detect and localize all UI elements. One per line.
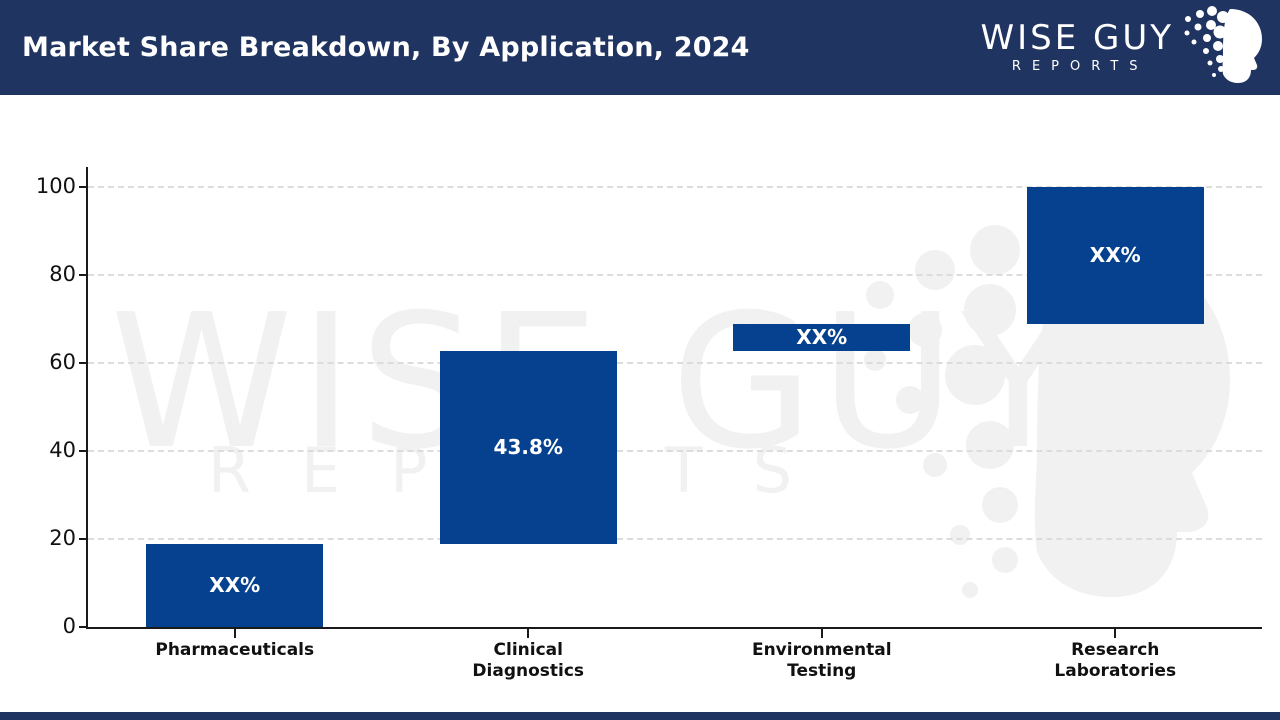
x-tick-mark [527, 629, 530, 638]
bar-segment: 43.8% [439, 351, 617, 544]
footer-band [0, 712, 1280, 720]
y-tick-mark [79, 362, 87, 364]
y-tick-label: 80 [49, 262, 76, 286]
gridline [88, 538, 1262, 540]
y-tick-label: 20 [49, 526, 76, 550]
gridline [88, 274, 1262, 276]
logo-wordmark: WISE GUY [980, 18, 1174, 58]
logo-head-dots-icon [1184, 5, 1262, 83]
watermark-head-dots-icon [864, 225, 1230, 598]
x-axis-line [86, 627, 1262, 629]
y-tick-label: 0 [62, 614, 76, 638]
y-tick-label: 60 [49, 350, 76, 374]
y-tick-mark [79, 538, 87, 540]
bar-segment: XX% [1026, 187, 1204, 324]
bar-value-label: 43.8% [493, 435, 563, 460]
category-label: Environmental Testing [751, 640, 892, 682]
y-tick-label: 40 [49, 438, 76, 462]
logo-text: WISE GUY REPORTS [980, 21, 1174, 74]
y-tick-mark [79, 186, 87, 188]
wise-guy-logo: WISE GUY REPORTS [980, 5, 1280, 91]
bar-segment: XX% [146, 543, 324, 627]
category-label: Research Laboratories [1054, 640, 1177, 682]
bar-value-label: XX% [796, 325, 848, 350]
header-band: Market Share Breakdown, By Application, … [0, 0, 1280, 95]
bar-segment: XX% [733, 323, 911, 352]
x-tick-mark [1114, 629, 1117, 638]
bar-value-label: XX% [209, 573, 261, 598]
x-tick-mark [233, 629, 236, 638]
plot-area: WISE GUY REPORTS 020406080100XX%Pharmace… [0, 95, 1280, 712]
y-axis-line [86, 167, 88, 629]
category-label: Clinical Diagnostics [472, 640, 585, 682]
y-tick-mark [79, 626, 87, 628]
chart-title: Market Share Breakdown, By Application, … [22, 32, 750, 63]
category-label: Pharmaceuticals [155, 640, 315, 660]
y-tick-mark [79, 450, 87, 452]
gridline [88, 362, 1262, 364]
bar-value-label: XX% [1089, 243, 1141, 268]
gridline [88, 450, 1262, 452]
logo-subtitle: REPORTS [1011, 59, 1149, 74]
gridline [88, 186, 1262, 188]
y-tick-mark [79, 274, 87, 276]
y-tick-label: 100 [35, 174, 76, 198]
x-tick-mark [820, 629, 823, 638]
